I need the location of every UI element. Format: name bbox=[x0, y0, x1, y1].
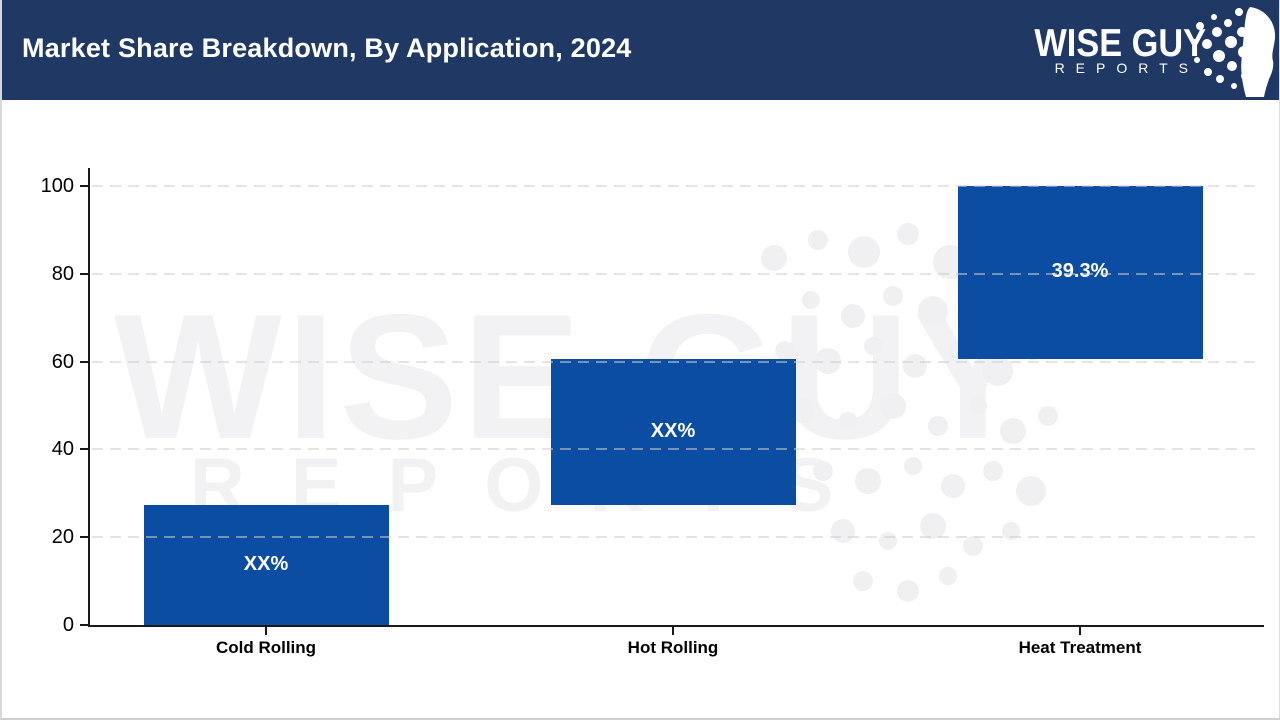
x-axis-label-hot-rolling: Hot Rolling bbox=[627, 638, 719, 657]
x-axis-label-cold-rolling: Cold Rolling bbox=[215, 638, 317, 657]
logo-subtext: REPORTS bbox=[1054, 60, 1199, 76]
y-tick-label: 0 bbox=[62, 614, 74, 636]
y-tick-label: 60 bbox=[51, 350, 74, 373]
gridline-80 bbox=[92, 272, 1258, 275]
gridline-20 bbox=[92, 536, 1258, 539]
y-tick-mark bbox=[80, 536, 88, 539]
logo-wordmark: WISE GUY bbox=[1034, 22, 1206, 65]
x-axis-label-heat-treatment: Heat Treatment bbox=[1018, 638, 1142, 657]
y-tick-mark bbox=[80, 185, 88, 187]
x-tick-mark bbox=[672, 627, 674, 635]
bar-value-label: XX% bbox=[650, 419, 696, 442]
gridline-100 bbox=[92, 185, 1258, 187]
y-axis-spine bbox=[88, 168, 90, 627]
y-tick-label: 40 bbox=[51, 438, 74, 461]
y-tick-mark bbox=[80, 272, 88, 275]
logo-face-icon bbox=[1191, 7, 1276, 97]
bar-heat-treatment: 39.3% bbox=[957, 186, 1203, 359]
x-tick-mark bbox=[265, 627, 267, 635]
x-tick-mark bbox=[1079, 627, 1081, 635]
y-tick-label: 20 bbox=[51, 526, 74, 549]
bar-value-label: XX% bbox=[243, 552, 289, 575]
y-tick-mark bbox=[80, 624, 88, 626]
gridline-40 bbox=[92, 448, 1258, 451]
bar-value-label: 39.3% bbox=[1051, 260, 1109, 283]
bar-hot-rolling: XX% bbox=[550, 358, 796, 505]
wiseguy-logo: WISE GUY REPORTS bbox=[1024, 0, 1276, 100]
y-tick-label: 100 bbox=[40, 175, 74, 197]
header-band: Market Share Breakdown, By Application, … bbox=[2, 0, 1279, 100]
gridline-60 bbox=[92, 360, 1258, 363]
y-tick-mark bbox=[80, 448, 88, 451]
y-tick-label: 80 bbox=[51, 262, 74, 285]
page-title: Market Share Breakdown, By Application, … bbox=[22, 33, 632, 63]
x-axis-spine bbox=[88, 625, 1264, 627]
bar-cold-rolling: XX% bbox=[143, 504, 389, 625]
y-tick-mark bbox=[80, 360, 88, 363]
